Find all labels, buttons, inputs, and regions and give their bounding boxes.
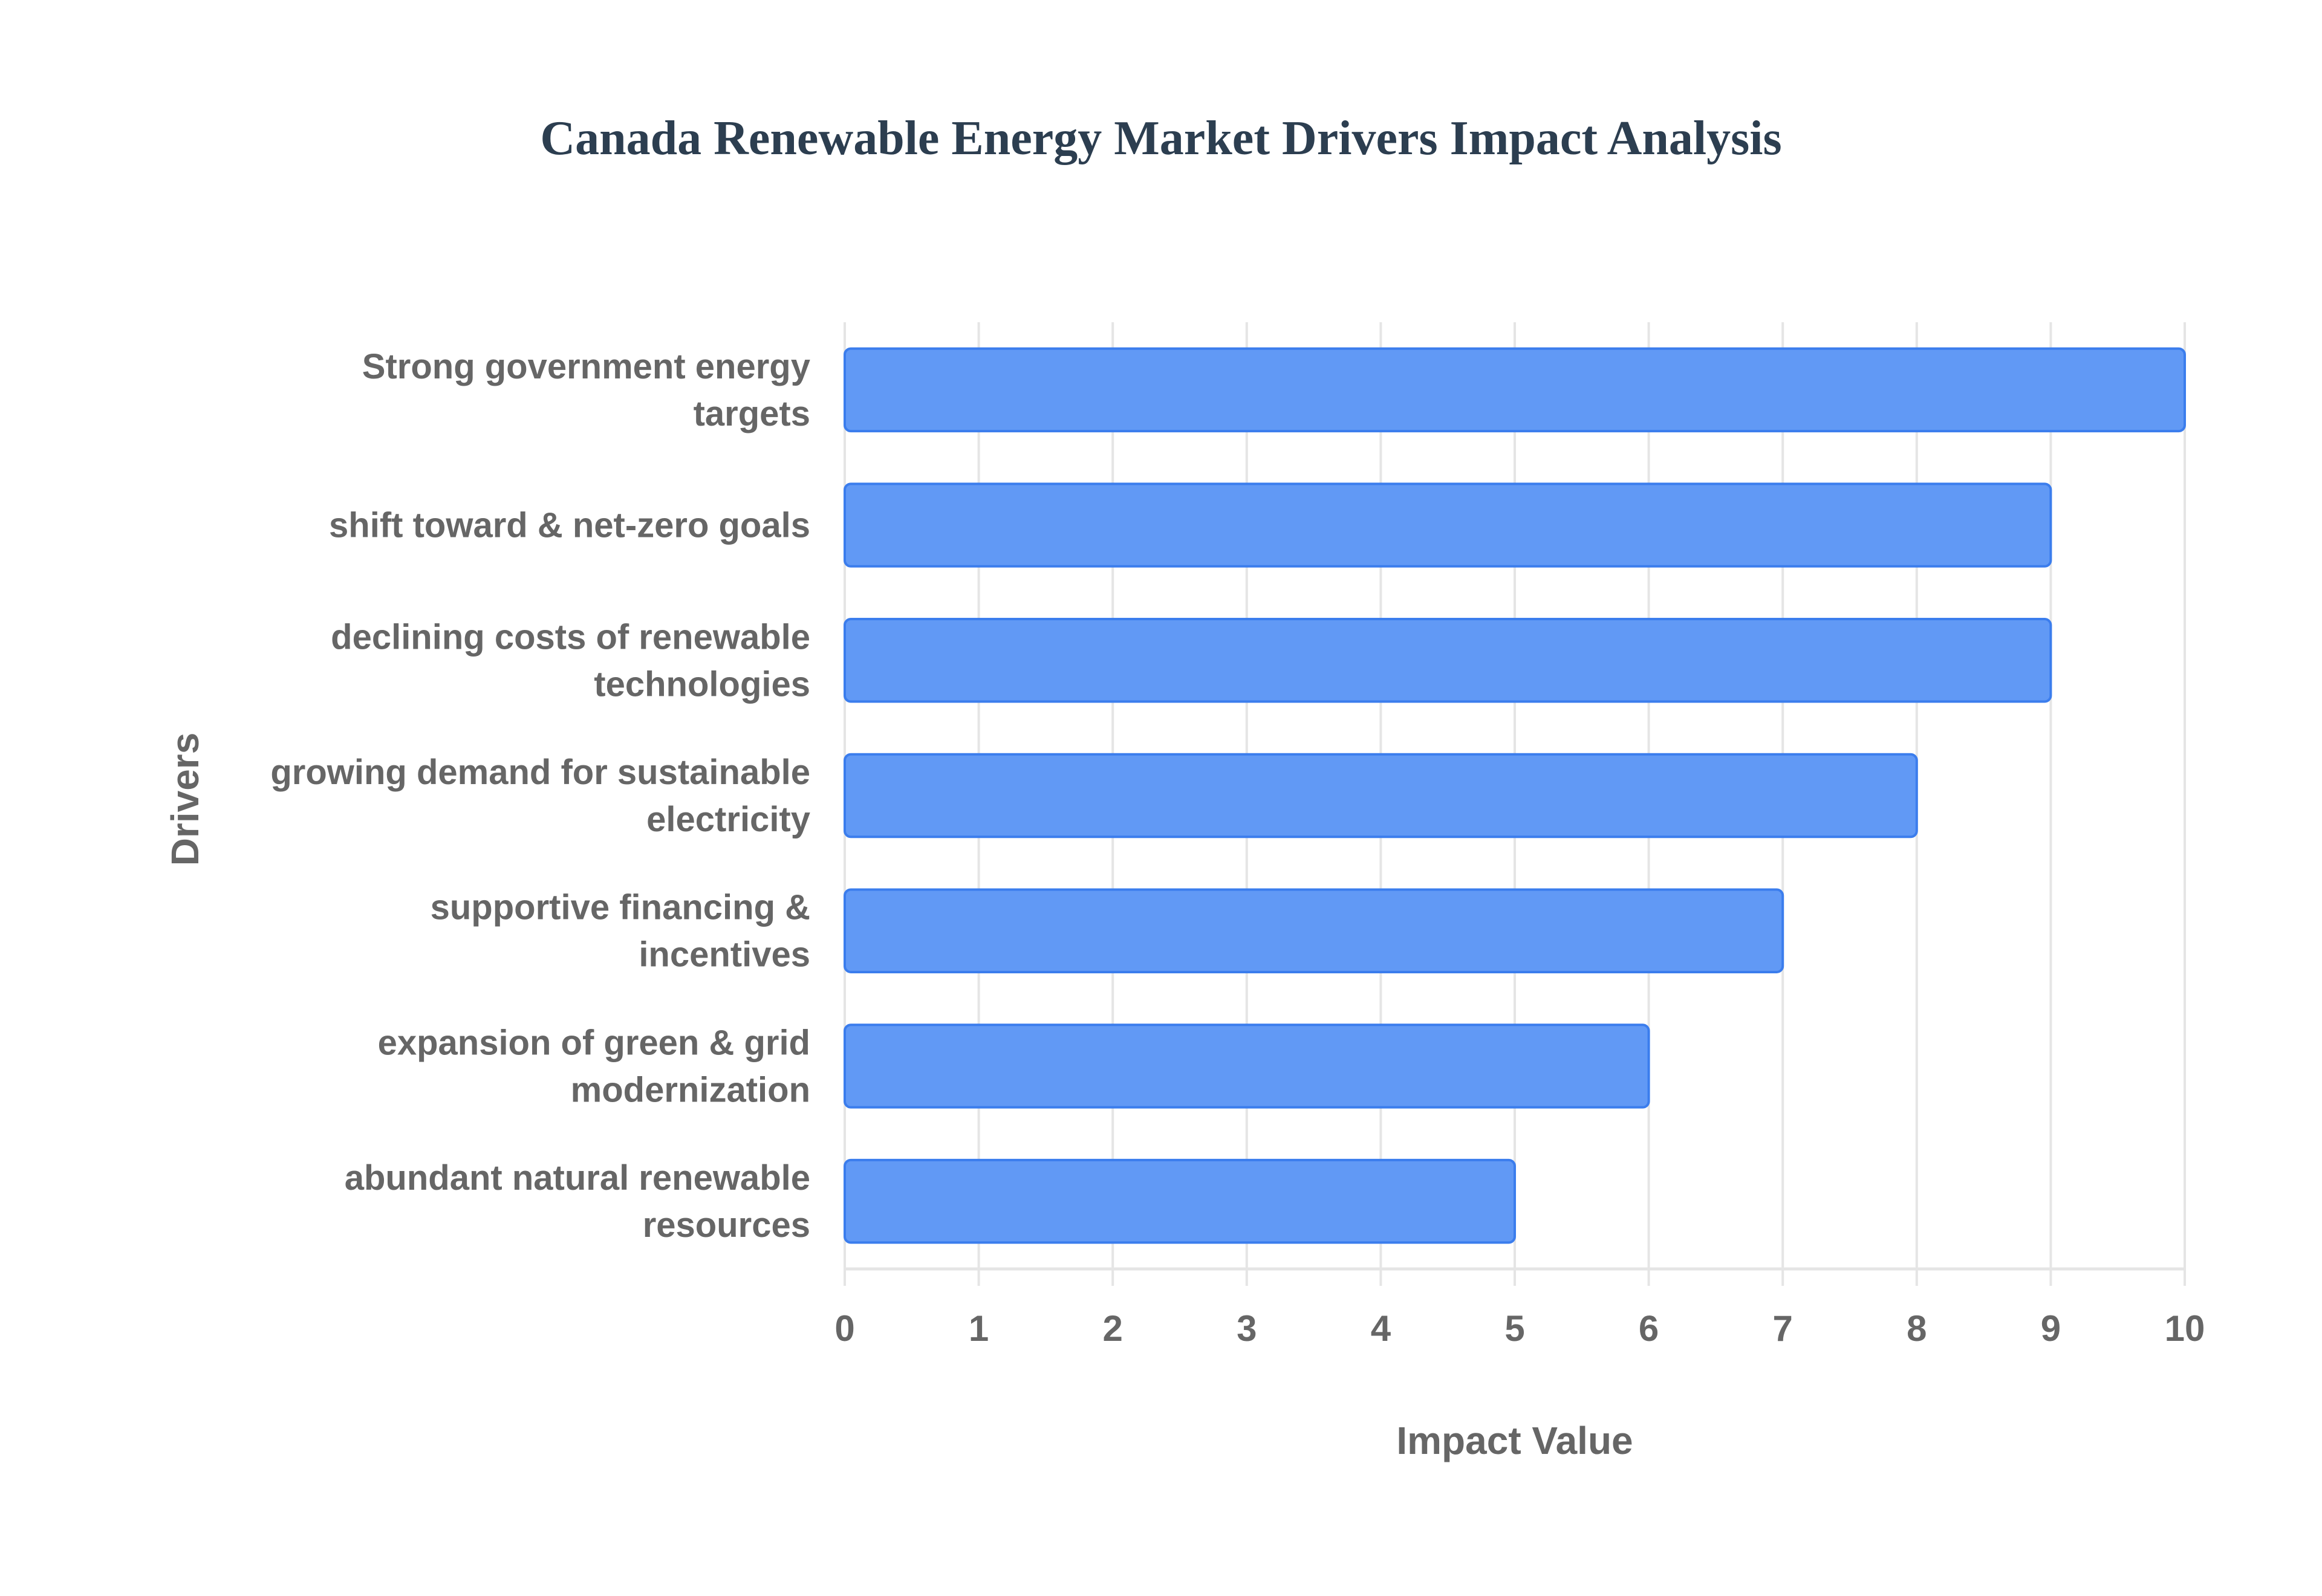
bar [844,753,1918,839]
category-label: resources [643,1205,810,1245]
x-tick-label: 0 [834,1308,854,1349]
category-label: modernization [571,1070,810,1109]
category-label: abundant natural renewable [345,1158,810,1198]
x-tick-label: 9 [2041,1308,2061,1349]
category-label: growing demand for sustainable [270,753,810,792]
category-label: supportive financing & [431,888,810,927]
x-tick-label: 2 [1103,1308,1123,1349]
chart-title: Canada Renewable Energy Market Drivers I… [540,112,1781,165]
category-label: Strong government energy [362,347,810,386]
bar [844,347,2186,433]
category-label: shift toward & net-zero goals [329,506,810,545]
bar [844,482,2052,568]
x-tick-label: 6 [1639,1308,1659,1349]
category-label: technologies [594,664,810,704]
x-tick-label: 4 [1371,1308,1391,1349]
x-tick-label: 3 [1237,1308,1257,1349]
x-tick-label: 8 [1907,1308,1927,1349]
category-label: targets [694,394,810,433]
x-axis-title: Impact Value [1396,1419,1633,1462]
x-tick-label: 1 [969,1308,989,1349]
bar [844,1158,1516,1244]
category-label: declining costs of renewable [331,617,810,657]
y-axis-title: Drivers [163,733,207,866]
category-label: incentives [639,935,810,975]
x-tick-label: 7 [1773,1308,1793,1349]
category-label: expansion of green & grid [378,1023,810,1062]
category-label: electricity [646,800,810,839]
x-tick-label: 5 [1504,1308,1524,1349]
bar [844,618,2052,703]
bar [844,1023,1650,1109]
x-tick-label: 10 [2165,1308,2205,1349]
bar [844,888,1784,973]
